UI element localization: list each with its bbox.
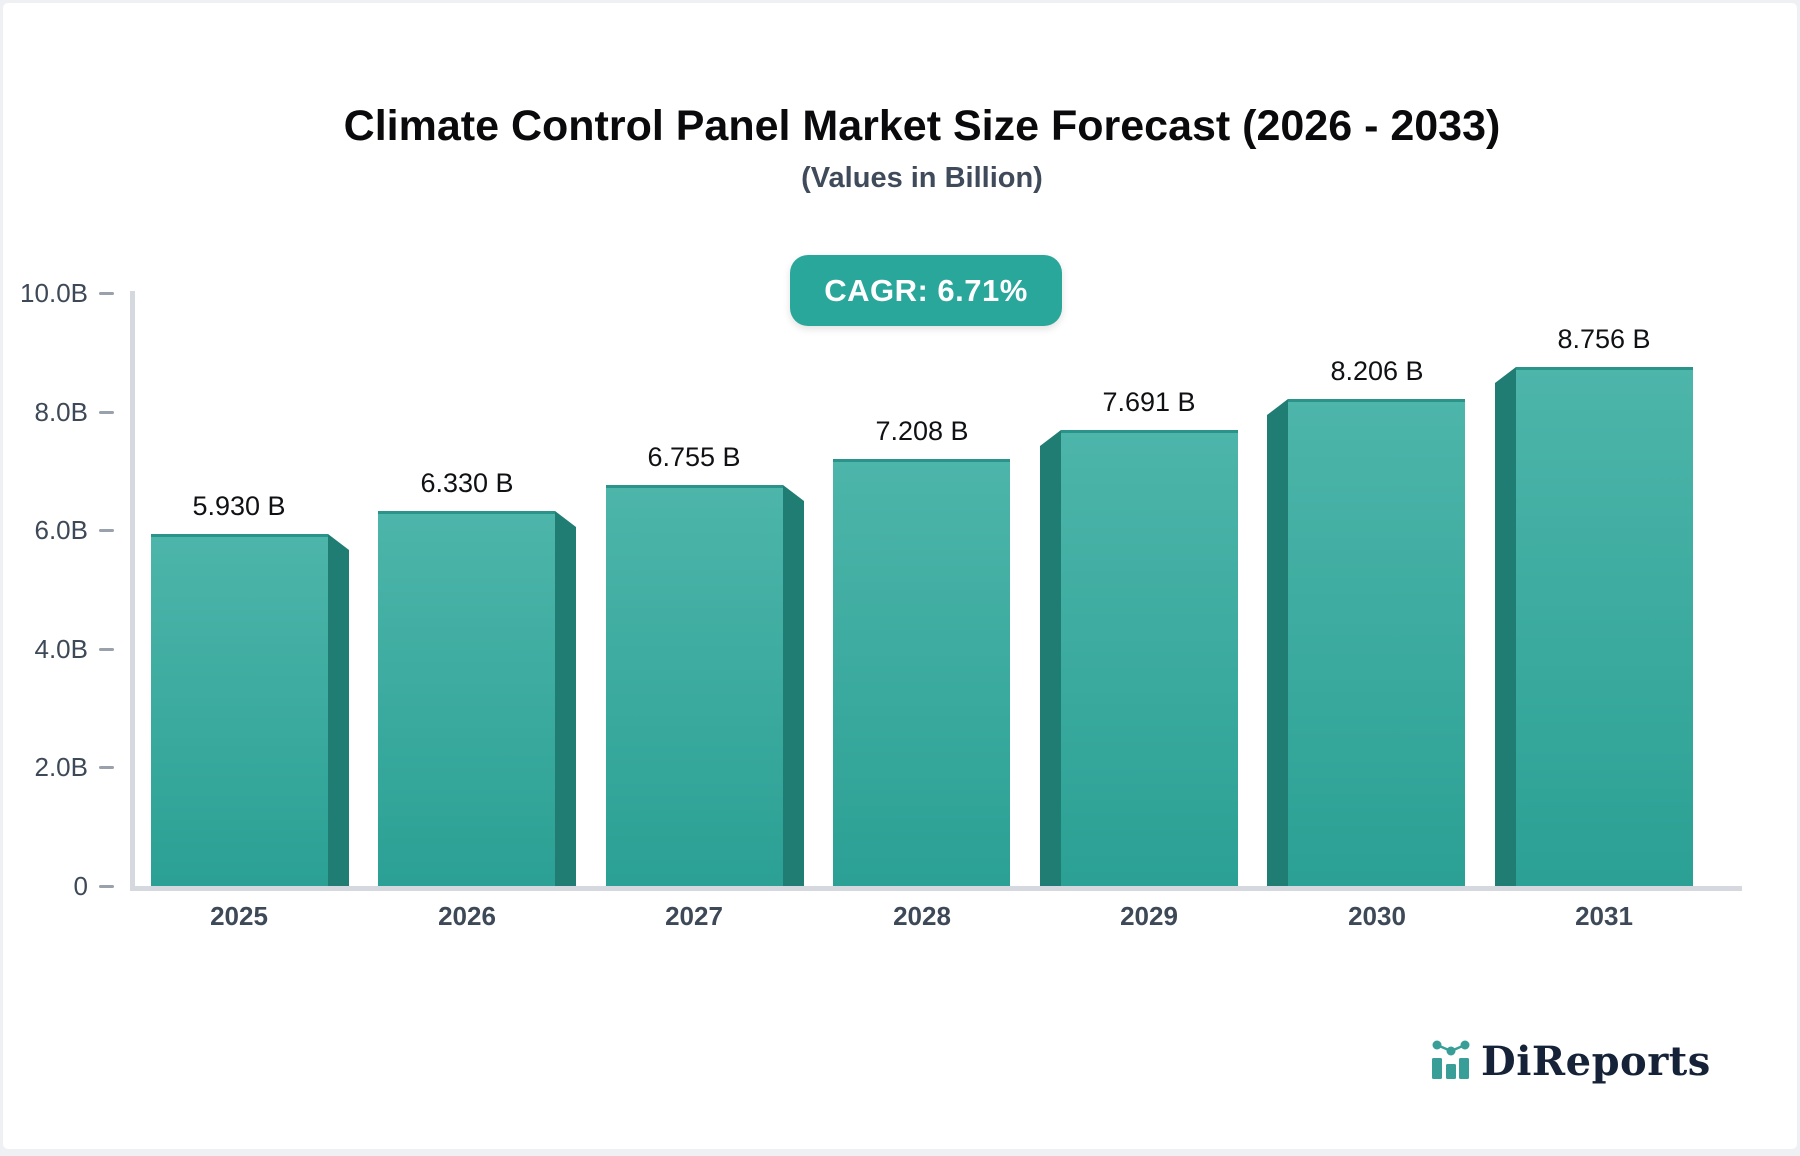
x-axis-label: 2031 [1575,901,1633,931]
bar-side-3d [555,511,576,886]
chart-title: Climate Control Panel Market Size Foreca… [343,102,1501,150]
y-tick-mark [99,292,114,295]
cagr-badge-label: CAGR: 6.71% [824,272,1028,308]
y-tick-label: 0 [73,871,88,901]
direports-logo-text: DiReports [1481,1037,1711,1085]
bar-value-label: 8.206 B [1330,356,1424,386]
bar-value-label: 7.691 B [1102,387,1196,417]
bar-2027 [606,485,783,886]
bar-2025 [151,534,328,886]
bar-side-3d [783,485,804,886]
bar-2029 [1061,430,1238,886]
y-tick-label: 2.0B [34,752,89,783]
y-tick-label: 6.0B [34,515,89,546]
bar-value-label: 6.755 B [647,442,741,472]
x-axis-line [130,886,1742,891]
y-tick-label: 8.0B [34,396,89,427]
bar-2028 [833,459,1010,886]
x-axis-label: 2030 [1348,901,1406,931]
x-axis-label: 2028 [893,901,951,931]
bar-value-label: 7.208 B [875,416,969,446]
cagr-badge: CAGR: 6.71% [790,255,1062,326]
bar-2026 [378,511,555,886]
y-tick-mark [99,410,114,414]
y-tick-mark [99,766,114,770]
x-axis-label: 2027 [665,901,723,931]
x-axis-label: 2026 [438,901,496,931]
y-tick-label: 4.0B [34,633,89,664]
bar-side-3d [1040,430,1061,886]
bar-side-3d [328,534,349,886]
bar-value-label: 5.930 B [192,491,286,521]
chart-subtitle: (Values in Billion) [801,162,1043,194]
y-axis-line [130,291,135,887]
direports-logo: DiReports [1432,1036,1711,1086]
y-tick-label: 10.0B [20,278,88,308]
direports-logo-icon [1432,1040,1470,1079]
y-tick-mark [99,647,114,651]
bar-2030 [1288,399,1465,886]
bar-2031 [1516,367,1693,886]
bar-value-label: 8.756 B [1557,324,1651,354]
bar-side-3d [1267,399,1288,886]
x-axis-label: 2025 [210,901,268,931]
x-axis-label: 2029 [1120,901,1178,931]
y-tick-mark [99,885,114,888]
y-tick-mark [99,529,114,533]
bar-side-3d [1495,367,1516,886]
bar-value-label: 6.330 B [420,468,514,498]
